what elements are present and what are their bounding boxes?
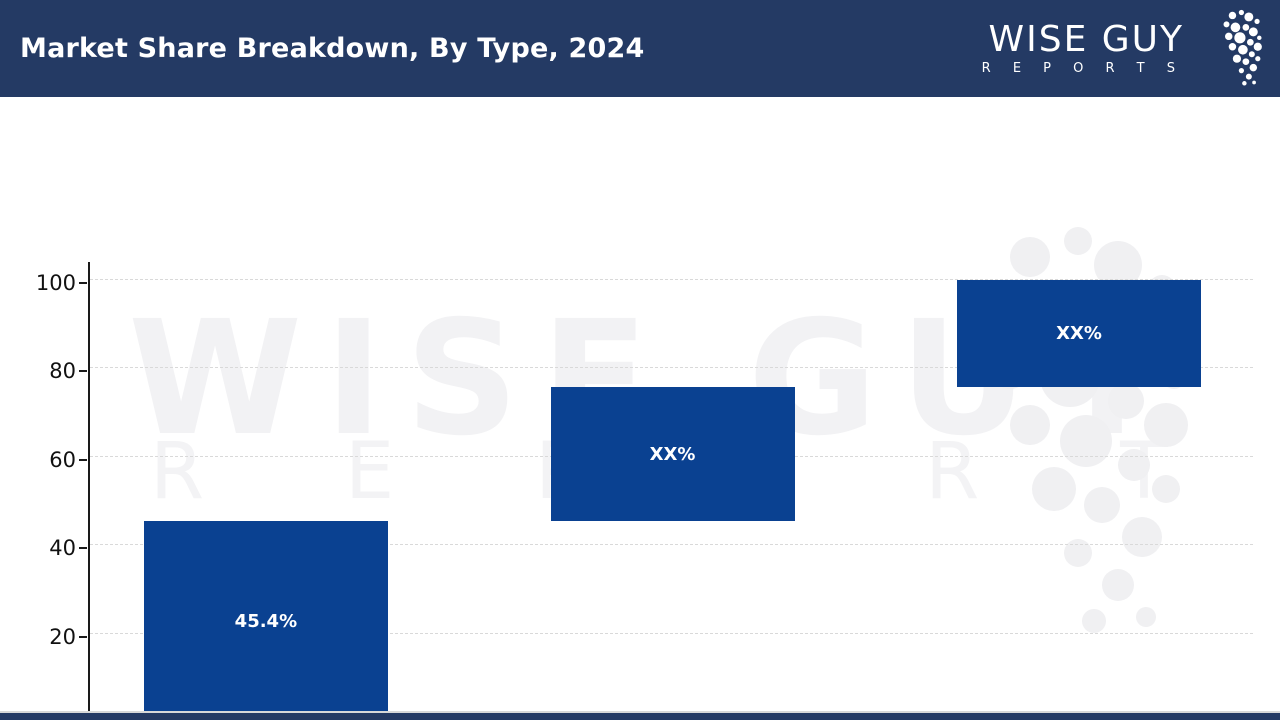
gridline-20 (90, 632, 1253, 634)
bar-2: XX% (550, 387, 795, 522)
bar-value-label: 45.4% (234, 611, 298, 633)
bar-3: XX% (957, 279, 1202, 388)
bar-value-label: XX% (649, 443, 696, 465)
ytick-mark (79, 547, 87, 549)
ytick-label-100: 100 (35, 270, 76, 295)
logo-text: WISE GUY R E P O R T S (981, 18, 1184, 77)
gridline-100 (90, 278, 1253, 280)
logo-subtitle: R E P O R T S (981, 60, 1184, 76)
logo-wordmark: WISE GUY (988, 18, 1184, 60)
wiseguy-logo: WISE GUY R E P O R T S (982, 8, 1264, 90)
ytick-label-80: 80 (49, 359, 76, 383)
ytick-mark (79, 281, 87, 284)
logo-face-icon (1223, 9, 1262, 86)
bar-1: 45.4% (143, 521, 388, 720)
ytick-label-40: 40 (49, 536, 76, 560)
plot-area: 45.4% XX% XX% (88, 262, 1253, 720)
ytick-label-60: 60 (49, 447, 76, 472)
gridline-40 (90, 544, 1253, 545)
bottom-accent-bar (0, 711, 1280, 720)
gridline-80 (90, 367, 1253, 368)
header-bar: Market Share Breakdown, By Type, 2024 WI… (0, 0, 1280, 97)
ytick-mark (79, 370, 87, 372)
chart-area: WISE GUY R E P O R T S 45.4%XX%XX% 02040… (0, 97, 1280, 720)
ytick-mark (79, 635, 87, 638)
ytick-mark (79, 458, 87, 461)
bar-value-label: XX% (1056, 322, 1102, 344)
page-title: Market Share Breakdown, By Type, 2024 (20, 33, 645, 64)
ytick-label-20: 20 (49, 624, 76, 649)
